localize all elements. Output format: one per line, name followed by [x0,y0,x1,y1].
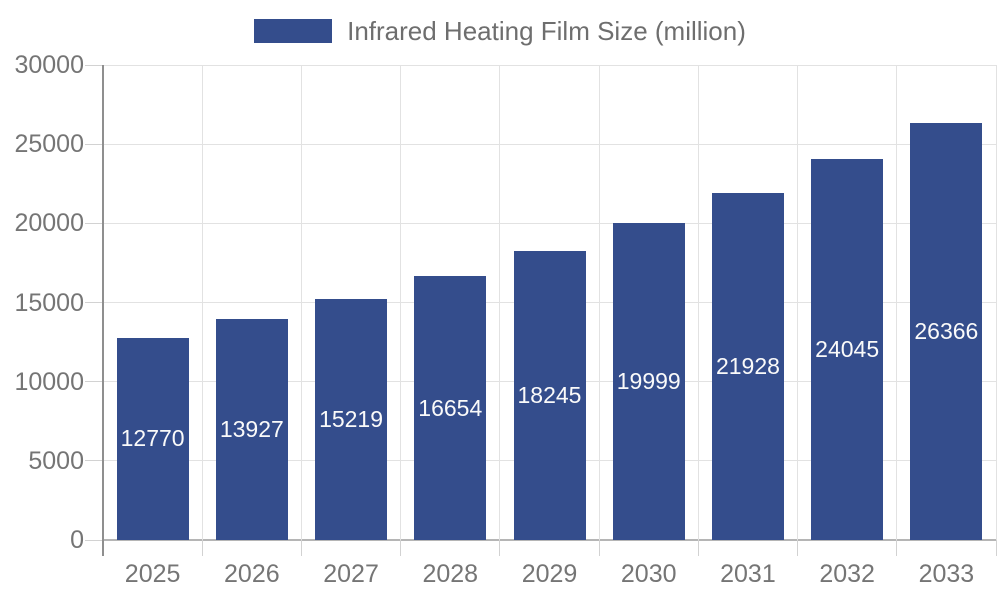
bar: 16654 [414,276,487,540]
x-tick [995,540,997,556]
bar-value-label: 16654 [418,394,483,421]
bar-value-label: 21928 [715,352,780,379]
y-axis-line [102,65,104,556]
x-tick-label: 2029 [521,560,578,588]
legend-label: Infrared Heating Film Size (million) [347,16,746,46]
x-tick-label: 2025 [124,560,181,588]
h-gridline [103,222,996,224]
v-gridline [697,65,699,540]
h-gridline [103,64,996,66]
y-tick [85,143,103,145]
x-tick [300,540,302,556]
bar-value-label: 26366 [914,317,979,344]
x-tick [201,540,203,556]
x-tick-label: 2028 [422,560,479,588]
v-gridline [995,65,997,540]
y-tick [85,64,103,66]
x-tick [499,540,501,556]
bar: 15219 [315,299,388,540]
h-gridline [103,143,996,145]
bar-value-label: 19999 [616,368,681,395]
bar-value-label: 13927 [219,416,284,443]
bar: 18245 [513,251,586,540]
y-tick [85,460,103,462]
y-tick-label: 5000 [28,446,84,475]
v-gridline [598,65,600,540]
bar-value-label: 12770 [120,425,185,452]
y-tick-label: 20000 [14,209,84,238]
x-tick-label: 2032 [819,560,875,588]
y-tick [85,539,103,541]
x-tick-label: 2026 [224,560,280,588]
y-tick-label: 30000 [14,51,84,79]
bar: 21928 [711,192,784,540]
bar: 12770 [116,337,189,540]
x-tick [797,540,799,556]
zero-gridline [103,539,996,541]
legend[interactable]: Infrared Heating Film Size (million) [0,17,1000,45]
bar-value-label: 15219 [319,406,384,432]
x-tick [598,540,600,556]
v-gridline [896,65,898,540]
bar: 24045 [811,159,884,540]
y-tick [85,222,103,224]
y-tick-label: 25000 [14,130,84,159]
y-tick-label: 0 [70,526,84,554]
y-tick-label: 10000 [14,367,84,396]
x-tick-label: 2031 [720,560,776,588]
v-gridline [300,65,302,540]
v-gridline [201,65,203,540]
y-tick [85,302,103,303]
x-tick-label: 2033 [918,560,975,588]
y-tick-label: 15000 [14,288,84,317]
bar-value-label: 24045 [815,336,880,363]
bar: 13927 [215,319,288,540]
x-tick [896,540,898,556]
v-gridline [797,65,799,540]
v-gridline [499,65,501,540]
bar: 26366 [910,122,983,540]
bar-value-label: 18245 [517,382,582,409]
v-gridline [400,65,402,540]
x-tick [697,540,699,556]
legend-swatch [254,19,333,43]
y-tick [85,381,103,383]
x-tick [400,540,402,556]
x-tick-label: 2030 [620,560,677,588]
x-tick-label: 2027 [323,560,379,588]
bar: 19999 [612,223,685,540]
